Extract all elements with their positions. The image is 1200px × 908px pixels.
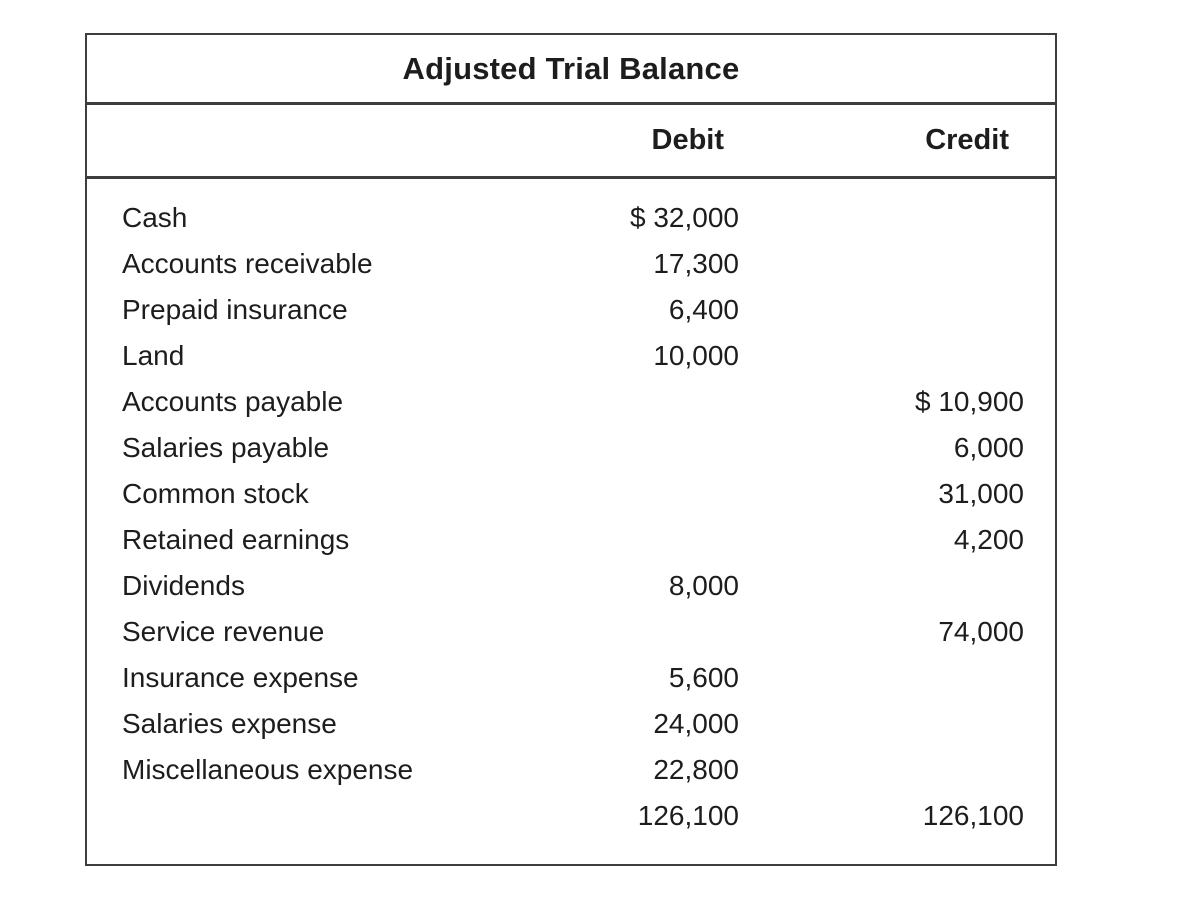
account-name-cell: Prepaid insurance	[122, 294, 348, 325]
credit-column-header: Credit	[925, 124, 1009, 156]
account-name-cell: Cash	[122, 202, 188, 233]
account-name-cell: Accounts receivable	[122, 248, 373, 279]
account-name-cell: Insurance expense	[122, 662, 359, 693]
table-body: Cash $ 32,000 Accounts receivable 17,300…	[87, 179, 1055, 864]
table-row: Miscellaneous expense 22,800	[87, 747, 1055, 793]
account-name-cell: Salaries expense	[122, 708, 337, 739]
account-name-cell: Land	[122, 340, 185, 371]
account-name-cell: Accounts payable	[122, 386, 344, 417]
total-credit-cell: 126,100	[922, 800, 1024, 831]
account-name-cell: Miscellaneous expense	[122, 754, 414, 785]
debit-amount-cell: 24,000	[653, 708, 739, 739]
account-name-cell: Common stock	[122, 478, 309, 509]
totals-row: 126,100 126,100	[87, 793, 1055, 839]
account-name-cell: Dividends	[122, 570, 245, 601]
total-debit-cell: 126,100	[637, 800, 739, 831]
debit-amount-cell: $ 32,000	[630, 202, 739, 233]
account-name-cell: Service revenue	[122, 616, 325, 647]
table-header-row: Debit Credit	[87, 105, 1055, 179]
table-row: Dividends 8,000	[87, 563, 1055, 609]
credit-amount-cell: 74,000	[938, 616, 1024, 647]
table-row: Salaries expense 24,000	[87, 701, 1055, 747]
table-row: Common stock 31,000	[87, 471, 1055, 517]
table-row: Accounts receivable 17,300	[87, 241, 1055, 287]
debit-amount-cell: 8,000	[668, 570, 739, 601]
debit-amount-cell: 22,800	[653, 754, 739, 785]
table-row: Accounts payable $ 10,900	[87, 379, 1055, 425]
credit-amount-cell: 31,000	[938, 478, 1024, 509]
table-row: Land 10,000	[87, 333, 1055, 379]
debit-column-header: Debit	[651, 124, 725, 156]
account-name-cell: Retained earnings	[122, 524, 350, 555]
table-row: Salaries payable 6,000	[87, 425, 1055, 471]
debit-amount-cell: 6,400	[668, 294, 739, 325]
debit-amount-cell: 5,600	[668, 662, 739, 693]
table-row: Cash $ 32,000	[87, 195, 1055, 241]
table-row: Service revenue 74,000	[87, 609, 1055, 655]
credit-amount-cell: 4,200	[953, 524, 1024, 555]
table-row: Insurance expense 5,600	[87, 655, 1055, 701]
table-row: Retained earnings 4,200	[87, 517, 1055, 563]
table-row: Prepaid insurance 6,400	[87, 287, 1055, 333]
account-name-cell: Salaries payable	[122, 432, 330, 463]
table-title-row: Adjusted Trial Balance	[87, 35, 1055, 105]
debit-amount-cell: 17,300	[653, 248, 739, 279]
adjusted-trial-balance-table: Adjusted Trial Balance Debit Credit Cash…	[85, 33, 1057, 866]
table-title: Adjusted Trial Balance	[402, 50, 740, 86]
credit-amount-cell: 6,000	[953, 432, 1024, 463]
credit-amount-cell: $ 10,900	[915, 386, 1024, 417]
debit-amount-cell: 10,000	[653, 340, 739, 371]
